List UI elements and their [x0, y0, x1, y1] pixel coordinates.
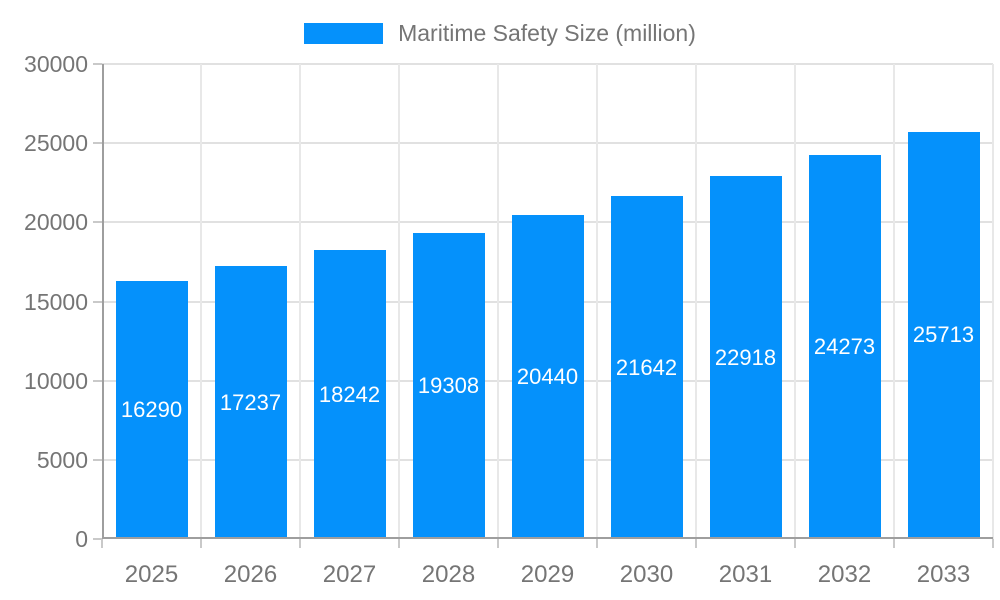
x-axis-tick	[101, 539, 103, 548]
bar-2026[interactable]	[214, 266, 287, 539]
x-axis-tick-label: 2025	[124, 561, 179, 588]
x-axis-tick	[992, 539, 994, 548]
y-axis-tick-label: 0	[75, 526, 88, 552]
x-axis-tick	[596, 539, 598, 548]
legend[interactable]: Maritime Safety Size (million)	[0, 21, 1000, 46]
bar-2031[interactable]	[709, 176, 782, 539]
gridline-vertical	[398, 64, 400, 539]
x-axis-tick	[200, 539, 202, 548]
bar-2032[interactable]	[808, 154, 881, 539]
bar-value-label: 20440	[516, 364, 579, 390]
y-axis-tick	[93, 379, 102, 382]
x-axis-tick	[794, 539, 796, 548]
x-axis-tick-label: 2032	[817, 561, 872, 588]
gridline-vertical	[893, 64, 895, 539]
bar-2025[interactable]	[115, 281, 188, 539]
x-axis-tick-label: 2028	[421, 561, 476, 588]
gridline-vertical	[695, 64, 697, 539]
bar-value-label: 17237	[219, 389, 282, 415]
bar-value-label: 21642	[615, 354, 678, 380]
x-axis-tick-label: 2031	[718, 561, 773, 588]
legend-swatch-icon	[304, 23, 384, 44]
x-axis-tick	[398, 539, 400, 548]
bar-2028[interactable]	[412, 233, 485, 539]
bar-2030[interactable]	[610, 196, 683, 539]
gridline-vertical	[596, 64, 598, 539]
x-axis-tick	[497, 539, 499, 548]
y-axis-tick-label: 10000	[24, 367, 88, 394]
bar-value-label: 22918	[714, 344, 777, 370]
y-axis-tick	[93, 300, 102, 303]
plot-area: 16290 17237 18242 19308 20440 21642 22918 24273…	[93, 63, 994, 548]
bar-value-label: 16290	[120, 397, 183, 423]
bar-value-label: 25713	[912, 322, 975, 348]
y-axis-tick-label: 20000	[24, 209, 88, 236]
gridline-vertical	[992, 64, 994, 539]
legend-label: Maritime Safety Size (million)	[398, 20, 696, 46]
y-axis-tick-label: 30000	[24, 51, 88, 77]
gridline-vertical	[299, 64, 301, 539]
y-axis-line	[102, 64, 104, 539]
gridline-horizontal	[102, 63, 993, 65]
y-axis-tick-label: 25000	[24, 130, 88, 157]
x-axis-line	[102, 537, 993, 539]
bar-value-label: 19308	[417, 373, 480, 399]
x-axis-tick	[893, 539, 895, 548]
x-axis-tick	[695, 539, 697, 548]
bar-value-label: 24273	[813, 333, 876, 359]
y-axis-tick	[93, 538, 102, 540]
bar-2029[interactable]	[511, 215, 584, 539]
y-axis-tick	[93, 63, 102, 65]
bar-2027[interactable]	[313, 250, 386, 539]
y-axis-tick	[93, 221, 102, 224]
x-axis-tick-label: 2033	[916, 561, 971, 588]
y-axis-tick-label: 5000	[36, 446, 88, 473]
x-axis-tick-label: 2030	[619, 561, 674, 588]
x-axis-tick	[299, 539, 301, 548]
bar-2033[interactable]	[907, 131, 980, 539]
x-axis-tick-label: 2027	[322, 561, 377, 588]
gridline-horizontal	[102, 142, 993, 145]
y-axis-tick	[93, 458, 102, 461]
x-axis-tick-label: 2029	[520, 561, 575, 588]
x-axis-tick-label: 2026	[223, 561, 278, 588]
y-axis-tick	[93, 142, 102, 145]
y-axis-tick-label: 15000	[24, 288, 88, 315]
gridline-vertical	[794, 64, 796, 539]
bar-value-label: 18242	[318, 381, 381, 407]
gridline-vertical	[200, 64, 202, 539]
gridline-vertical	[497, 64, 499, 539]
